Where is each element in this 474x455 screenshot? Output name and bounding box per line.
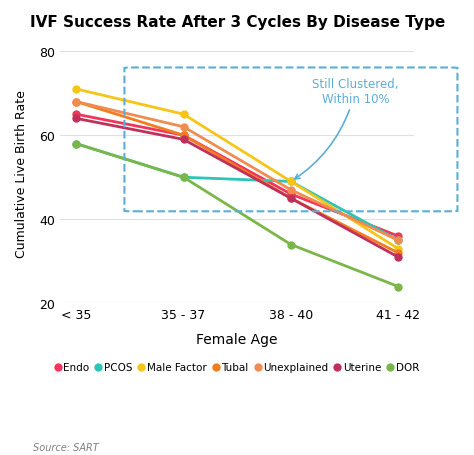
Legend: Endo, PCOS, Male Factor, Tubal, Unexplained, Uterine, DOR: Endo, PCOS, Male Factor, Tubal, Unexplai… bbox=[51, 358, 424, 377]
X-axis label: Female Age: Female Age bbox=[196, 333, 278, 347]
Text: Still Clustered,
Within 10%: Still Clustered, Within 10% bbox=[295, 77, 399, 179]
Y-axis label: Cumulative Live Birth Rate: Cumulative Live Birth Rate bbox=[15, 90, 28, 258]
Text: Source: SART: Source: SART bbox=[33, 442, 99, 452]
Title: IVF Success Rate After 3 Cycles By Disease Type: IVF Success Rate After 3 Cycles By Disea… bbox=[29, 15, 445, 30]
